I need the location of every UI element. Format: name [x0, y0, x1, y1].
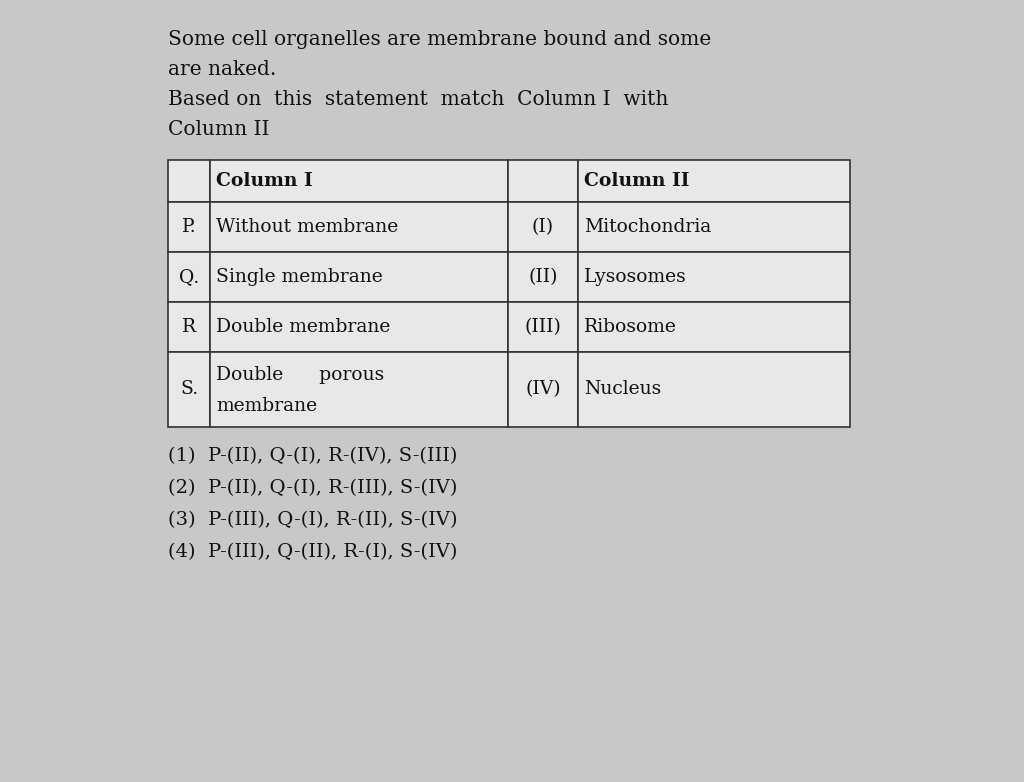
Text: (3)  P-(III), Q-(I), R-(II), S-(IV): (3) P-(III), Q-(I), R-(II), S-(IV) [168, 511, 458, 529]
Text: Column II: Column II [584, 172, 689, 190]
Text: (IV): (IV) [525, 381, 561, 399]
Bar [210, 352, 508, 427]
Bar [168, 252, 210, 302]
Text: Mitochondria: Mitochondria [584, 218, 712, 236]
Text: Double membrane: Double membrane [216, 318, 390, 336]
Text: R: R [182, 318, 196, 336]
Text: Ribosome: Ribosome [584, 318, 677, 336]
Bar [508, 352, 578, 427]
Text: P.: P. [181, 218, 197, 236]
Bar [578, 202, 850, 252]
Bar [508, 302, 578, 352]
Text: Based on  this  statement  match  Column I  with: Based on this statement match Column I w… [168, 90, 669, 109]
Text: membrane: membrane [216, 397, 317, 415]
Bar [508, 160, 578, 202]
Text: Nucleus: Nucleus [584, 381, 662, 399]
Text: Q.: Q. [179, 268, 199, 286]
Text: Lysosomes: Lysosomes [584, 268, 687, 286]
Text: (2)  P-(II), Q-(I), R-(III), S-(IV): (2) P-(II), Q-(I), R-(III), S-(IV) [168, 479, 458, 497]
Bar [168, 302, 210, 352]
Bar [168, 352, 210, 427]
Text: Double      porous: Double porous [216, 365, 384, 383]
Text: Without membrane: Without membrane [216, 218, 398, 236]
Text: Single membrane: Single membrane [216, 268, 383, 286]
Text: Column II: Column II [168, 120, 269, 139]
Bar [578, 352, 850, 427]
Text: S.: S. [180, 381, 198, 399]
Bar [168, 202, 210, 252]
Text: (1)  P-(II), Q-(I), R-(IV), S-(III): (1) P-(II), Q-(I), R-(IV), S-(III) [168, 447, 458, 465]
Bar [578, 252, 850, 302]
Text: (II): (II) [528, 268, 558, 286]
Text: (I): (I) [531, 218, 554, 236]
Text: are naked.: are naked. [168, 60, 276, 79]
Bar [210, 202, 508, 252]
Bar [508, 202, 578, 252]
Text: (III): (III) [524, 318, 561, 336]
Text: (4)  P-(III), Q-(II), R-(I), S-(IV): (4) P-(III), Q-(II), R-(I), S-(IV) [168, 543, 458, 561]
Bar [210, 160, 508, 202]
Bar [210, 302, 508, 352]
Text: Column I: Column I [216, 172, 312, 190]
Bar [508, 252, 578, 302]
Bar [210, 252, 508, 302]
Text: Some cell organelles are membrane bound and some: Some cell organelles are membrane bound … [168, 30, 712, 49]
Bar [168, 160, 210, 202]
Bar [578, 160, 850, 202]
Bar [578, 302, 850, 352]
